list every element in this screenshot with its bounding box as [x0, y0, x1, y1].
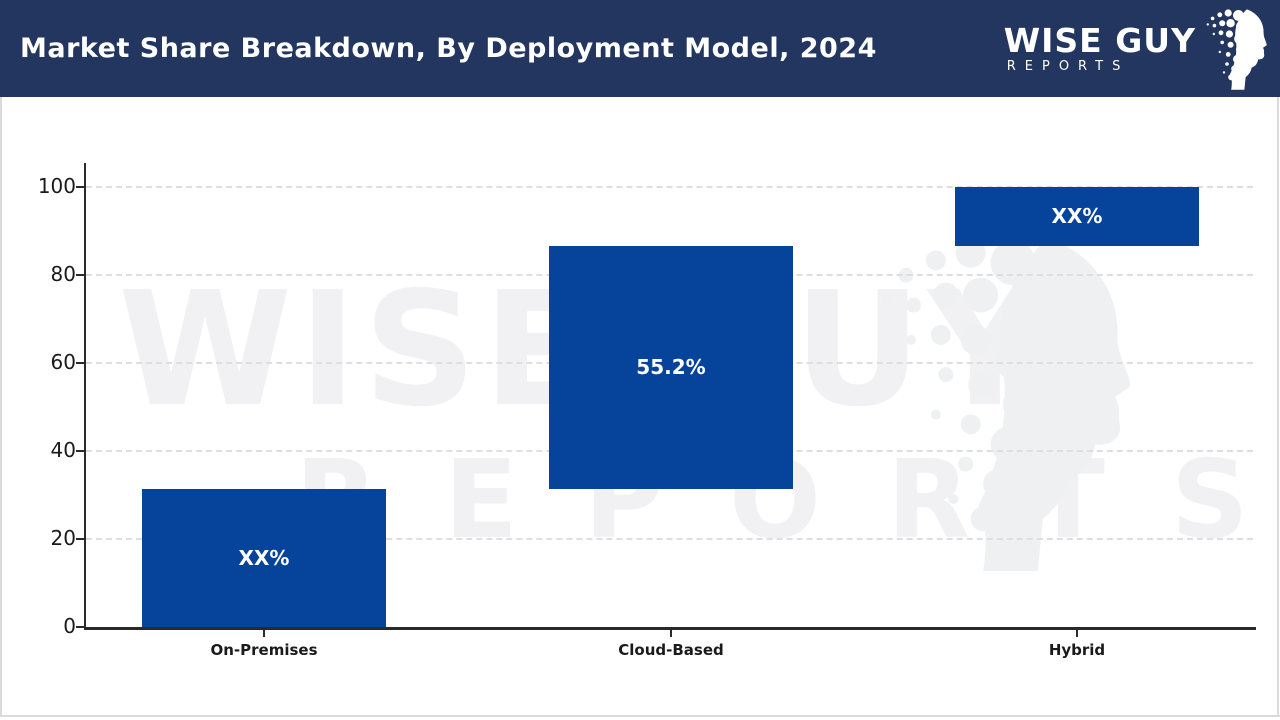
- y-axis-tick-label: 80: [50, 262, 76, 286]
- bar-value-label: XX%: [1051, 204, 1103, 229]
- x-axis-tick-mark: [263, 629, 265, 637]
- y-axis-line: [84, 163, 86, 630]
- y-axis-tick-mark: [76, 186, 84, 188]
- y-axis-tick-label: 100: [37, 174, 76, 198]
- chart-plot-area: 0 20 40 60 80 100 XX% 55.2% XX% On-Premises Cloud-…: [0, 97, 1280, 720]
- bar-value-label: XX%: [238, 545, 290, 570]
- bar-on-premises: XX%: [142, 488, 386, 627]
- y-axis-tick-mark: [76, 538, 84, 540]
- page-border-right: [1277, 97, 1279, 717]
- y-axis-tick-label: 0: [63, 614, 76, 638]
- dot-face-profile-icon: [1206, 8, 1267, 90]
- bar-hybrid: XX%: [955, 187, 1199, 246]
- gridline-y-20: [86, 538, 1253, 540]
- gridline-y-100: [86, 186, 1253, 188]
- x-axis-category-label: Hybrid: [1048, 641, 1106, 659]
- page-border-bottom: [0, 715, 1280, 717]
- watermark-dot-face-profile-icon: [881, 237, 1131, 572]
- x-axis-category-label: Cloud-Based: [618, 641, 724, 659]
- y-axis-tick-label: 60: [50, 350, 76, 374]
- x-axis-category-label: On-Premises: [210, 641, 318, 659]
- y-axis-tick-mark: [76, 362, 84, 364]
- y-axis-tick-mark: [76, 626, 84, 628]
- y-axis-tick-mark: [76, 274, 84, 276]
- bar-cloud-based: 55.2%: [549, 245, 793, 489]
- page-title: Market Share Breakdown, By Deployment Mo…: [20, 33, 877, 64]
- brand-logo-text: WISE GUY REPORTS: [1003, 20, 1196, 74]
- brand-logo: WISE GUY REPORTS: [1004, 7, 1280, 91]
- x-axis-tick-mark: [1076, 629, 1078, 637]
- x-axis-tick-mark: [670, 629, 672, 637]
- header: Market Share Breakdown, By Deployment Mo…: [0, 0, 1280, 97]
- logo-subtext: REPORTS: [1006, 58, 1130, 74]
- x-axis-line: [84, 627, 1256, 630]
- logo-wordmark: WISE GUY: [1003, 20, 1196, 60]
- y-axis-tick-label: 20: [50, 526, 76, 550]
- y-axis-tick-label: 40: [50, 438, 76, 462]
- bar-value-label: 55.2%: [636, 355, 706, 380]
- y-axis-tick-mark: [76, 450, 84, 452]
- page-border-left: [0, 97, 2, 717]
